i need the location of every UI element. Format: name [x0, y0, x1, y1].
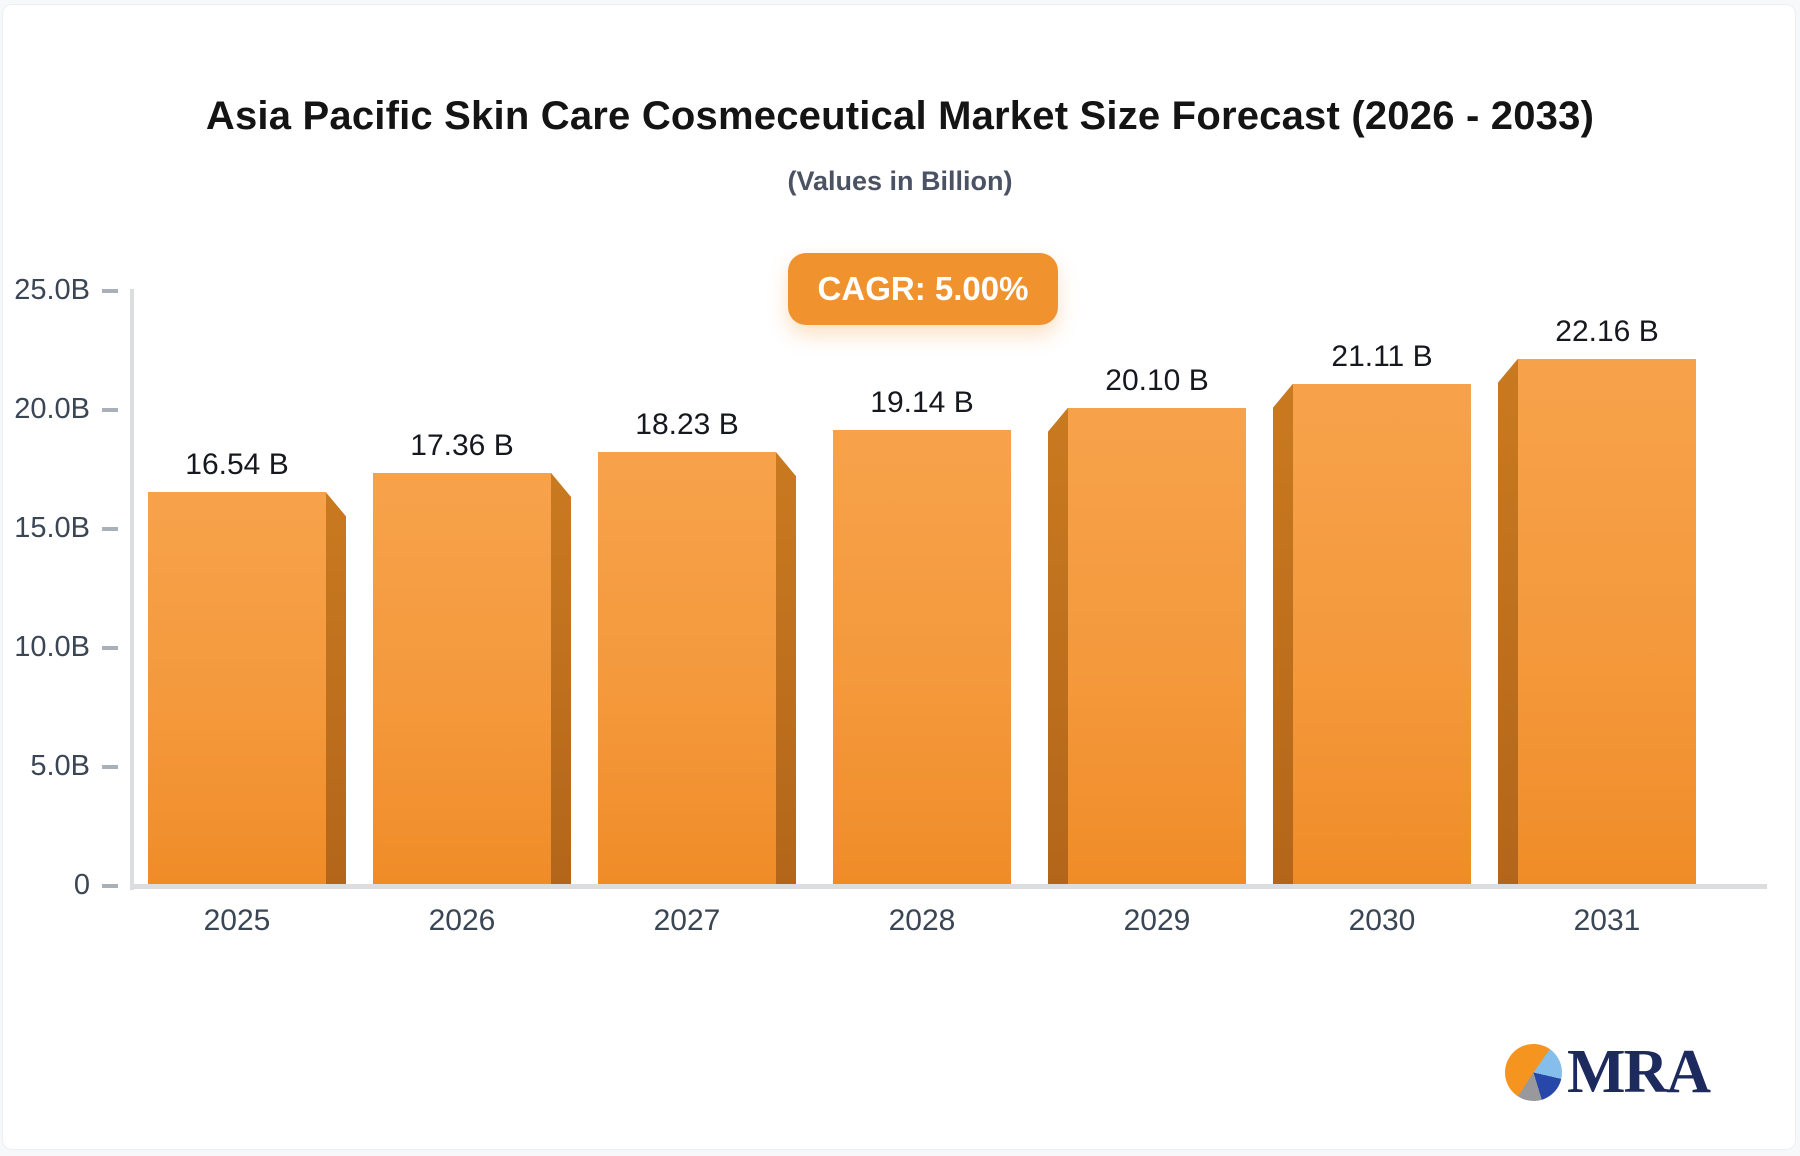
x-axis-tick-label: 2029 — [1123, 904, 1191, 937]
bar — [1518, 358, 1696, 884]
y-axis-tick — [102, 289, 118, 293]
x-axis-tick-label: 2030 — [1348, 904, 1416, 937]
brand-logo: MRA — [1505, 1038, 1711, 1106]
bar-value-label: 20.10 B — [1105, 363, 1209, 397]
cagr-badge-label: CAGR: 5.00% — [817, 270, 1029, 307]
cagr-badge: CAGR: 5.00% — [788, 253, 1058, 325]
bar-value-label: 16.54 B — [185, 448, 289, 482]
bar-value-label: 22.16 B — [1555, 314, 1659, 348]
pie-chart-icon — [1505, 1044, 1562, 1101]
x-axis-tick-label: 2031 — [1573, 904, 1641, 937]
bar-3d-side — [1048, 407, 1068, 884]
bar — [1068, 407, 1246, 884]
bar-value-label: 21.11 B — [1331, 339, 1433, 373]
bar-3d-side — [776, 452, 796, 884]
y-axis-tick — [102, 765, 118, 769]
bar-3d-side — [1273, 383, 1293, 884]
chart-subtitle: (Values in Billion) — [787, 166, 1013, 196]
bar — [373, 472, 551, 884]
chart-title: Asia Pacific Skin Care Cosmeceutical Mar… — [205, 94, 1595, 138]
bar — [148, 492, 326, 884]
bar — [833, 430, 1011, 884]
bar-3d-side — [326, 492, 346, 884]
bar-value-label: 18.23 B — [635, 408, 739, 442]
x-axis-line — [130, 884, 1767, 889]
y-axis-tick-label: 0 — [73, 869, 90, 901]
x-axis-tick-label: 2027 — [653, 904, 721, 937]
y-axis-tick-label: 10.0B — [14, 631, 90, 663]
y-axis-tick — [102, 527, 118, 531]
y-axis-tick — [102, 408, 118, 412]
y-axis-line — [130, 289, 134, 890]
bar-value-label: 17.36 B — [410, 428, 514, 462]
x-axis-tick-label: 2028 — [888, 904, 956, 937]
y-axis-tick — [102, 884, 118, 888]
y-axis-tick-label: 20.0B — [14, 393, 90, 425]
bar — [1293, 383, 1471, 884]
bar-3d-side — [551, 472, 571, 884]
y-axis-tick-label: 15.0B — [14, 512, 90, 544]
brand-logo-text: MRA — [1567, 1038, 1711, 1106]
x-axis-tick-label: 2026 — [428, 904, 496, 937]
y-axis-tick-label: 5.0B — [30, 750, 90, 782]
bar — [598, 452, 776, 884]
bar-value-label: 19.14 B — [870, 386, 974, 420]
x-axis-tick-label: 2025 — [203, 904, 271, 937]
bar-3d-side — [1498, 358, 1518, 884]
y-axis-tick-label: 25.0B — [14, 274, 90, 306]
y-axis-tick — [102, 646, 118, 650]
